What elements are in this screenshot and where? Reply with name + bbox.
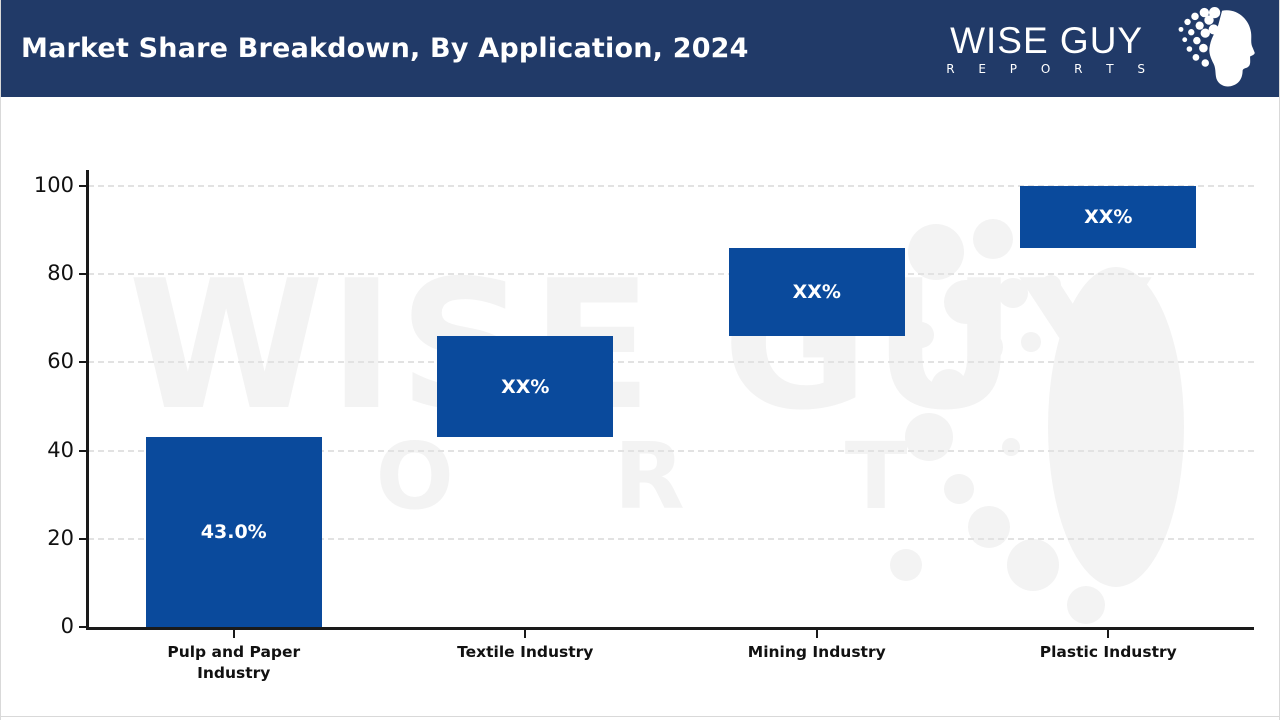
bar-segment: XX% — [1020, 186, 1197, 248]
bar-value-label: XX% — [501, 375, 550, 398]
y-tick-label: 80 — [47, 261, 74, 286]
y-tick-mark — [79, 537, 87, 540]
brand-subtitle: R E P O R T S — [946, 62, 1155, 76]
x-category-label: Pulp and Paper Industry — [167, 643, 301, 682]
y-tick-mark — [79, 449, 87, 452]
y-tick-label: 100 — [33, 173, 74, 197]
bar-segment: XX% — [437, 335, 614, 438]
brand-name: WISE GUY — [950, 20, 1144, 61]
y-tick-label: 60 — [47, 349, 74, 374]
bar-value-label: 43.0% — [200, 521, 267, 544]
gridline-20 — [88, 537, 1254, 540]
x-category-label: Textile Industry — [457, 643, 594, 661]
gridline-100 — [88, 185, 1254, 187]
bar-value-label: XX% — [792, 280, 841, 303]
gridline-40 — [88, 449, 1254, 452]
dotted-head-profile-icon — [1178, 6, 1255, 87]
gridline-60 — [88, 361, 1254, 364]
x-tick-mark — [1107, 630, 1110, 638]
chart-canvas: WISE GUY P O R T S 0 20 40 60 80 100 43.0% Pulp… — [1, 97, 1279, 717]
bar-segment: 43.0% — [145, 437, 322, 627]
x-axis-line — [86, 627, 1254, 630]
x-tick-mark — [815, 630, 818, 638]
y-tick-mark — [79, 626, 87, 628]
y-axis-line — [86, 170, 89, 629]
y-tick-label: 0 — [60, 614, 74, 638]
x-category-label: Plastic Industry — [1039, 643, 1177, 661]
brand-text: WISE GUY R E P O R T S — [938, 22, 1155, 75]
y-tick-label: 20 — [47, 525, 74, 550]
header: Market Share Breakdown, By Application, … — [1, 0, 1279, 97]
x-tick-mark — [232, 630, 235, 638]
y-tick-mark — [79, 361, 87, 364]
bar-segment: XX% — [728, 247, 905, 336]
x-tick-mark — [524, 630, 527, 638]
bar-value-label: XX% — [1084, 205, 1133, 228]
y-tick-mark — [79, 185, 87, 187]
y-tick-label: 40 — [47, 437, 74, 462]
x-category-label: Mining Industry — [747, 643, 886, 661]
page-title: Market Share Breakdown, By Application, … — [21, 33, 749, 64]
waterfall-chart: 0 20 40 60 80 100 43.0% Pulp and Paper Industry… — [1, 97, 1279, 716]
gridline-80 — [88, 273, 1254, 276]
y-tick-mark — [79, 273, 87, 276]
brand-logo: WISE GUY R E P O R T S — [938, 6, 1257, 91]
